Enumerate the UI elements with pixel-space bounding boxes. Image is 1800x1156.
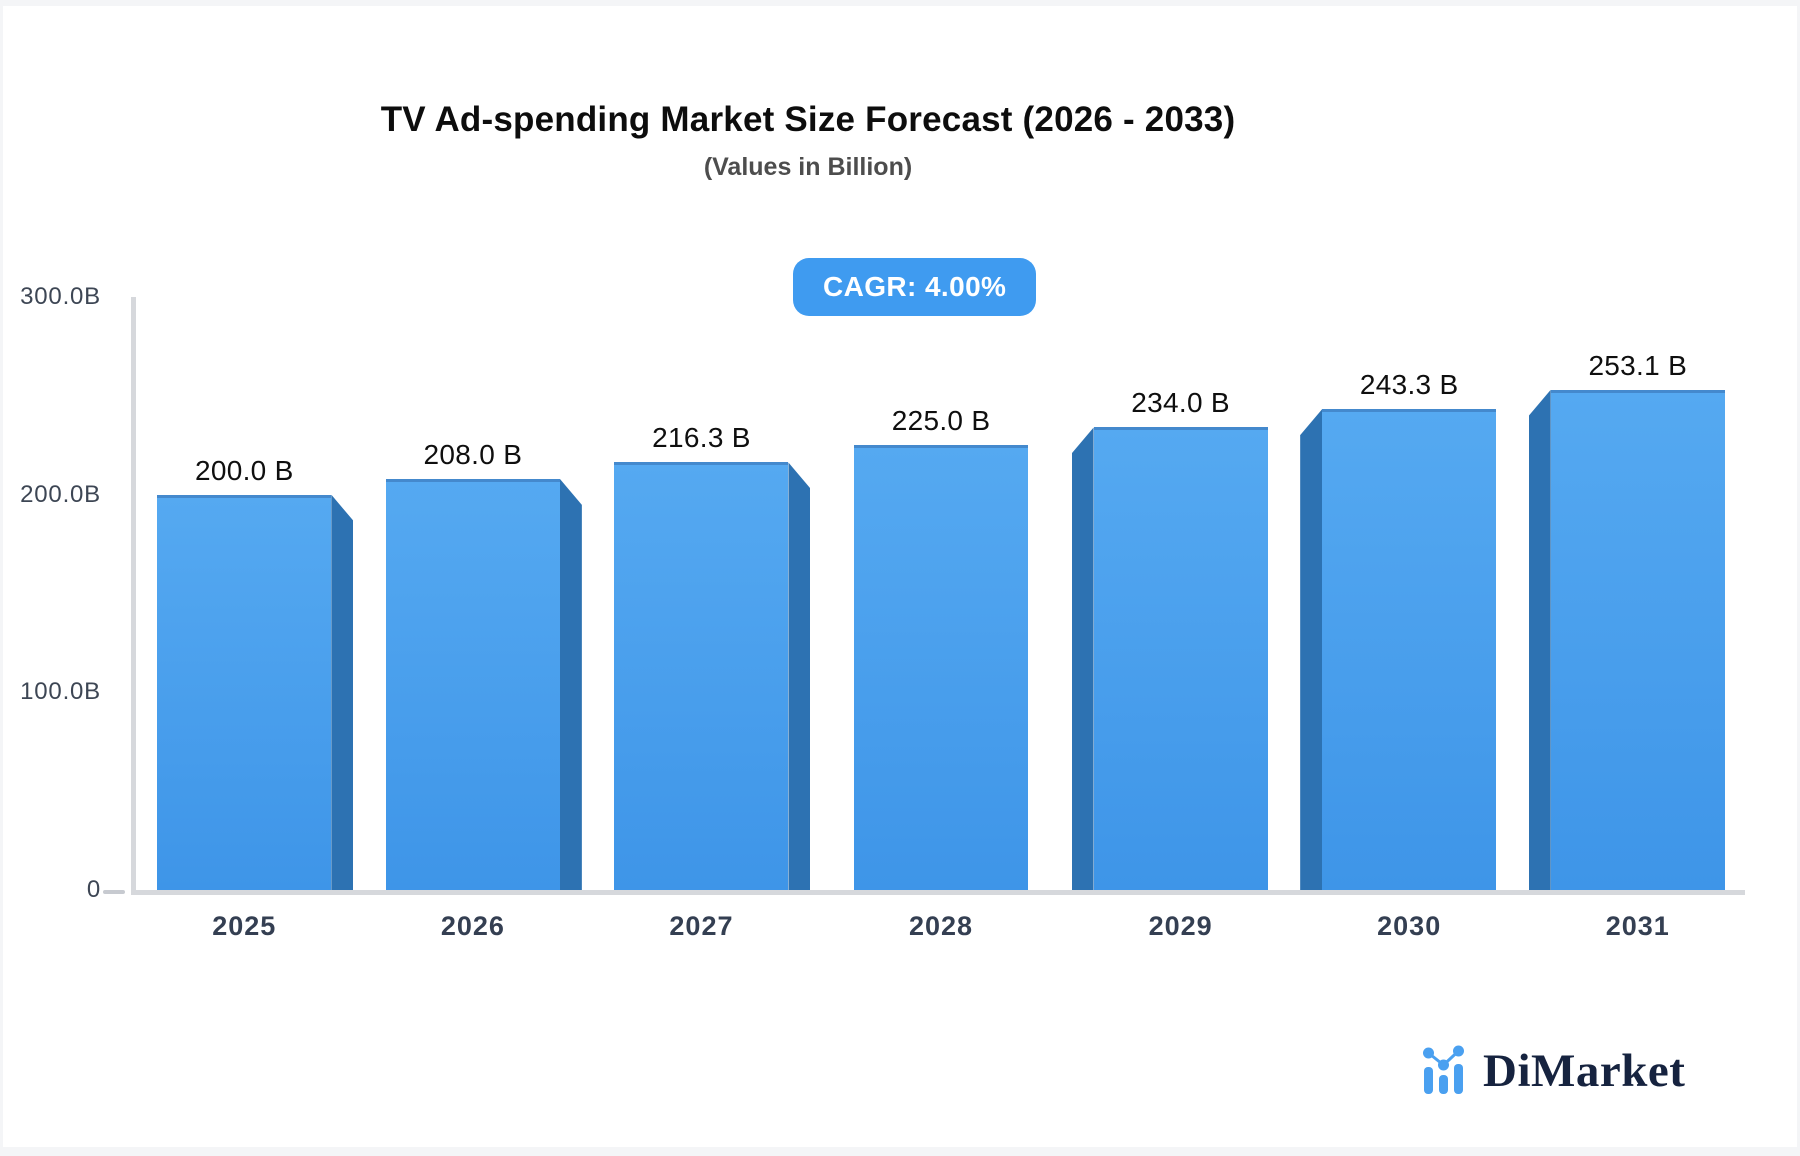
bars-plot-area: 200.0 B 208.0 B 216.3 B 225.0 B 234.0 B 243.3… [141, 297, 1741, 890]
bar-value-label: 234.0 B [1131, 387, 1230, 419]
bar-front-face: 234.0 B [1093, 387, 1268, 890]
bar-slot-2031: 253.1 B [1512, 297, 1741, 890]
bar-side-face [788, 462, 811, 890]
x-label-2025: 2025 [212, 911, 277, 941]
bar-slot-2027: 216.3 B [598, 297, 827, 890]
bar-front-face: 243.3 B [1322, 369, 1497, 890]
bar-value-label: 216.3 B [652, 422, 751, 454]
bar-side-face [331, 494, 354, 890]
bar-side-face [559, 478, 582, 890]
bar-2031: 253.1 B [1528, 350, 1725, 890]
bar-slot-2030: 243.3 B [1284, 297, 1513, 890]
bar-side-face [1528, 389, 1551, 890]
bar-front-face: 208.0 B [385, 439, 560, 890]
bar-2025: 200.0 B [157, 455, 354, 890]
x-axis-line [131, 890, 1745, 895]
y-tick-label-200.0B: 200.0B [20, 480, 101, 508]
x-label-2030: 2030 [1377, 911, 1442, 941]
bar-side-face [1071, 427, 1094, 890]
y-tick-label-0: 0 [86, 876, 101, 903]
bar-front-face: 200.0 B [157, 455, 332, 890]
y-axis-line [131, 297, 136, 894]
chart-card: TV Ad-spending Market Size Forecast (202… [3, 6, 1797, 1147]
bar-front-face: 253.1 B [1550, 350, 1725, 890]
x-label-2028: 2028 [908, 911, 974, 941]
chart-title: TV Ad-spending Market Size Forecast (202… [380, 100, 1236, 139]
bar-slot-2028: 225.0 B [827, 297, 1056, 890]
x-label-2031: 2031 [1605, 911, 1670, 941]
bar-line-chart-icon [1423, 1045, 1464, 1094]
bar-value-label: 243.3 B [1359, 369, 1459, 401]
x-label-2026: 2026 [440, 911, 505, 941]
bar-2029: 234.0 B [1071, 387, 1268, 890]
brand-logo: DiMarket [1423, 1044, 1685, 1098]
x-label-2029: 2029 [1148, 911, 1213, 941]
bar-value-label: 208.0 B [423, 438, 523, 470]
bar-slot-2026: 208.0 B [370, 297, 599, 890]
brand-name: DiMarket [1483, 1045, 1686, 1097]
bar-side-face [1300, 409, 1323, 890]
bar-front-face: 216.3 B [614, 422, 789, 890]
bar-value-label: 225.0 B [891, 405, 991, 437]
bar-slot-2029: 234.0 B [1055, 297, 1284, 890]
chart-subtitle: (Values in Billion) [703, 153, 913, 181]
cagr-badge: CAGR: 4.00% [793, 258, 1037, 316]
bar-value-label: 200.0 B [194, 454, 294, 486]
x-axis-labels: 2025 2026 2027 2028 2029 2030 2031 [141, 911, 1741, 942]
bar-value-label: 253.1 B [1588, 349, 1688, 381]
bar-2028: 225.0 B [854, 405, 1029, 890]
y-tick-label-100.0B: 100.0B [20, 678, 101, 706]
y-tick-label-300.0B: 300.0B [20, 283, 101, 310]
bar-2026: 208.0 B [385, 439, 582, 890]
bar-slot-2025: 200.0 B [141, 297, 370, 890]
bar-front-face: 225.0 B [854, 405, 1029, 890]
bar-2027: 216.3 B [614, 422, 811, 890]
bar-2030: 243.3 B [1300, 369, 1497, 890]
zero-tick-mark [103, 890, 125, 894]
x-label-2027: 2027 [669, 911, 734, 941]
